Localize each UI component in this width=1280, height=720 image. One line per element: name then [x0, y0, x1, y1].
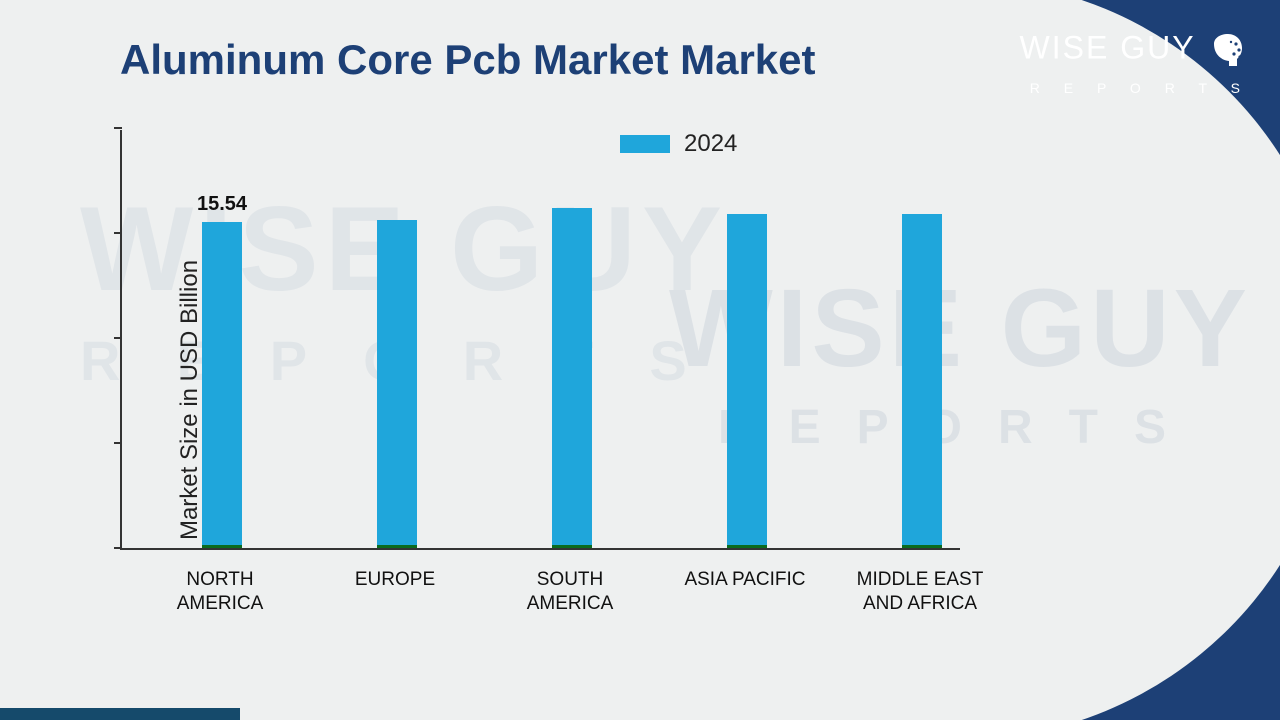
x-axis-label: EUROPE	[325, 568, 465, 592]
legend-label: 2024	[684, 130, 737, 158]
x-axis-label: NORTH AMERICA	[150, 568, 290, 616]
bar-value-label: 15.54	[197, 193, 247, 216]
legend: 2024	[620, 130, 737, 158]
y-tick	[114, 442, 122, 444]
chart-area: Market Size in USD Billion 15.54 NORTH A…	[60, 120, 960, 680]
logo-line2: R E P O R T S	[1020, 81, 1250, 96]
plot-area: 15.54	[120, 130, 960, 550]
bar	[377, 220, 417, 548]
bar	[727, 214, 767, 548]
y-tick	[114, 547, 122, 549]
x-axis-label: ASIA PACIFIC	[675, 568, 815, 592]
bottom-accent-bar	[0, 708, 240, 720]
bar: 15.54	[202, 222, 242, 548]
y-tick	[114, 232, 122, 234]
x-axis-label: SOUTH AMERICA	[500, 568, 640, 616]
canvas: WISE GUY REPORTS Aluminum Core Pcb Marke…	[0, 0, 1280, 720]
logo-line1: WISE GUY	[1020, 30, 1196, 66]
y-tick	[114, 337, 122, 339]
logo-head-icon	[1206, 30, 1250, 79]
bar	[902, 214, 942, 548]
legend-swatch	[620, 135, 670, 153]
x-axis-labels: NORTH AMERICA EUROPE SOUTH AMERICA ASIA PAC…	[120, 560, 960, 680]
y-tick	[114, 127, 122, 129]
bar	[552, 208, 592, 548]
chart-title: Aluminum Core Pcb Market Market	[120, 36, 816, 84]
brand-logo: WISE GUY R E P O R T S	[1020, 30, 1250, 96]
x-axis-label: MIDDLE EAST AND AFRICA	[850, 568, 990, 616]
